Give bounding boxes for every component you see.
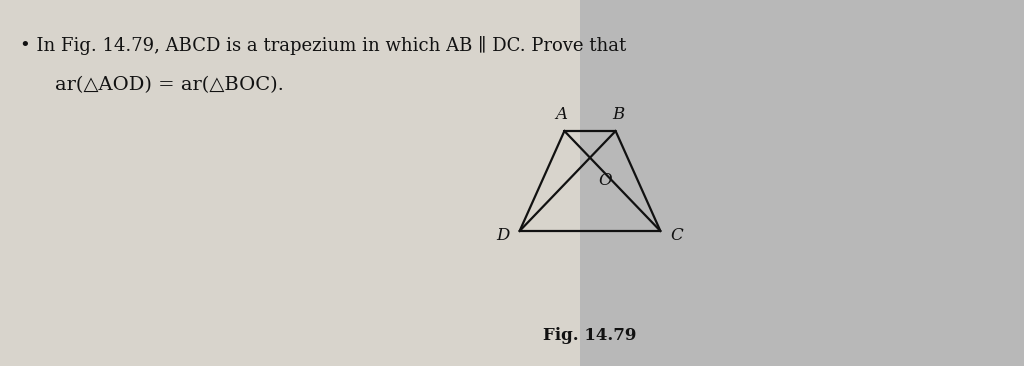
Text: ar(△AOD) = ar(△BOC).: ar(△AOD) = ar(△BOC). xyxy=(55,76,284,94)
Text: B: B xyxy=(612,106,625,123)
Text: • In Fig. 14.79, ABCD is a trapezium in which AB ∥ DC. Prove that: • In Fig. 14.79, ABCD is a trapezium in … xyxy=(20,36,627,55)
Text: C: C xyxy=(671,228,683,244)
FancyBboxPatch shape xyxy=(0,0,580,366)
Text: Fig. 14.79: Fig. 14.79 xyxy=(544,327,637,344)
Text: A: A xyxy=(555,106,567,123)
Text: D: D xyxy=(497,228,510,244)
Text: O: O xyxy=(598,172,611,189)
